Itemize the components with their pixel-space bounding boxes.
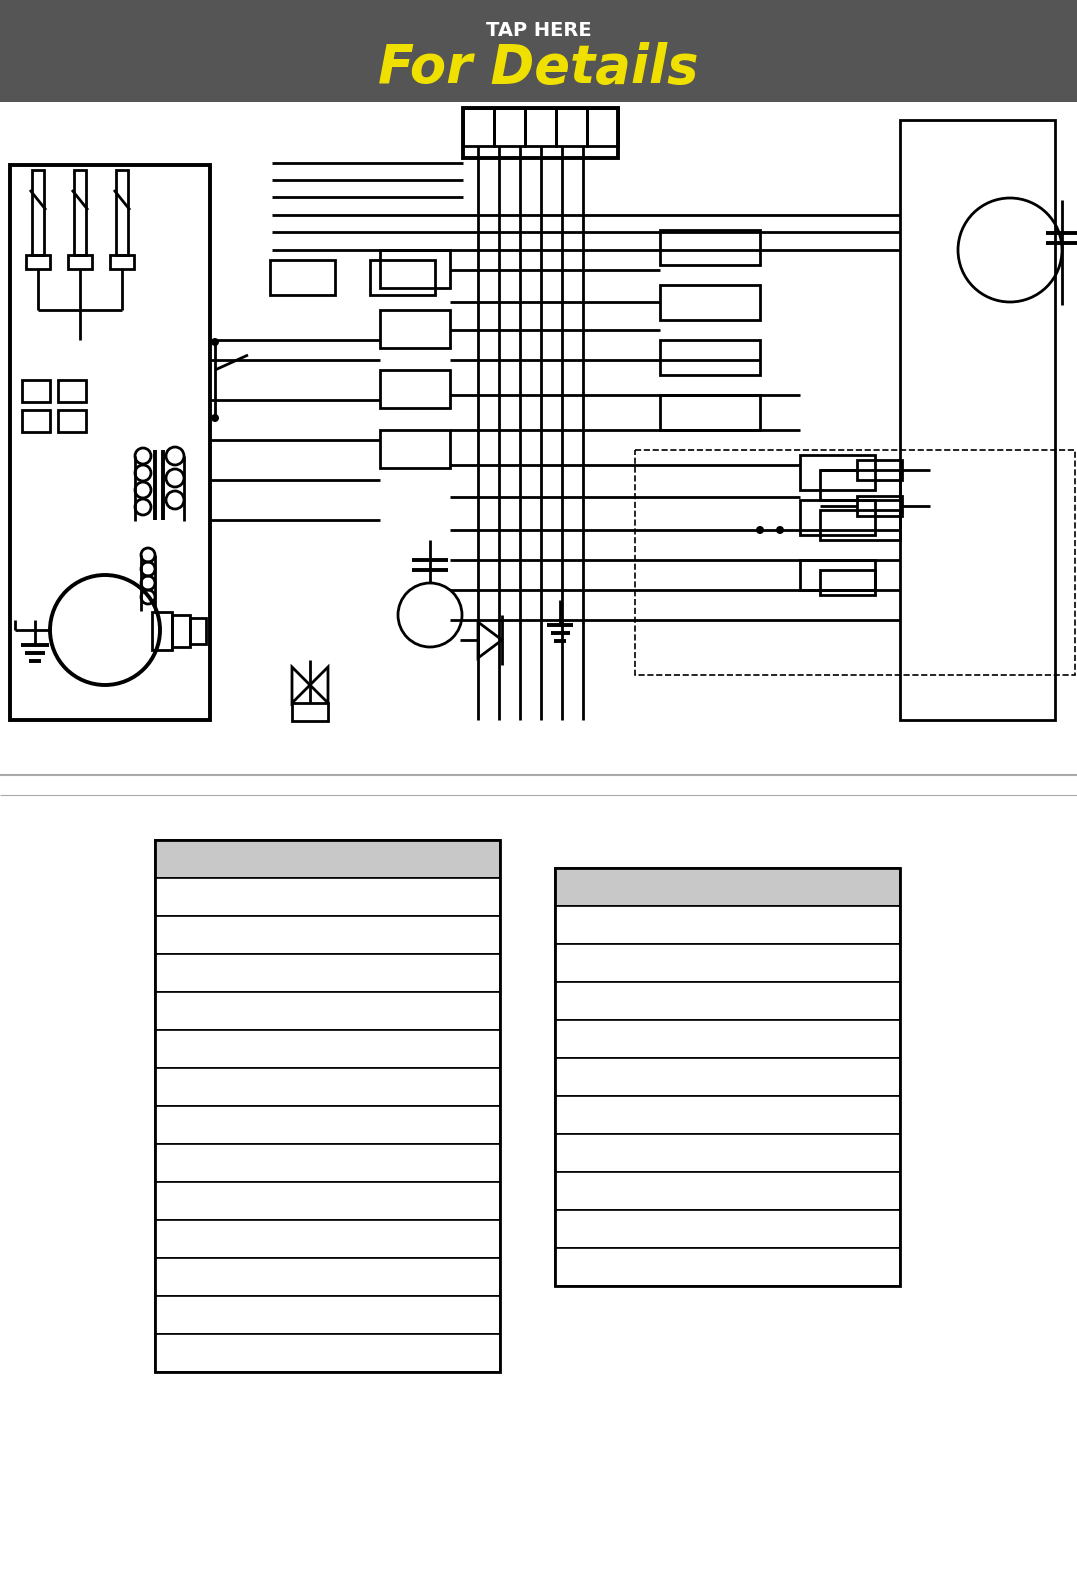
Bar: [556, 109, 587, 146]
Bar: [660, 230, 760, 264]
Bar: [463, 109, 618, 157]
Bar: [555, 1020, 900, 1058]
Bar: [10, 165, 210, 719]
Bar: [820, 471, 900, 501]
Bar: [820, 510, 900, 540]
Bar: [0, 0, 1077, 102]
Bar: [155, 1029, 500, 1069]
Bar: [26, 255, 50, 269]
Bar: [660, 340, 760, 375]
Bar: [32, 170, 44, 255]
Circle shape: [777, 526, 784, 534]
Bar: [555, 1210, 900, 1248]
Bar: [587, 109, 618, 146]
Bar: [555, 982, 900, 1020]
Bar: [155, 1295, 500, 1335]
Bar: [555, 1133, 900, 1173]
Bar: [555, 1173, 900, 1210]
Bar: [857, 460, 903, 480]
Bar: [68, 255, 92, 269]
Bar: [370, 260, 435, 294]
Bar: [660, 395, 760, 430]
Bar: [110, 255, 134, 269]
Circle shape: [211, 414, 219, 422]
Bar: [155, 992, 500, 1029]
Text: TAP HERE: TAP HERE: [486, 20, 591, 39]
Bar: [555, 867, 900, 1286]
Bar: [555, 867, 900, 907]
Bar: [380, 310, 450, 348]
Bar: [22, 409, 50, 431]
Bar: [800, 501, 875, 535]
Bar: [555, 1096, 900, 1133]
Bar: [555, 944, 900, 982]
Bar: [635, 450, 1075, 675]
Bar: [820, 570, 875, 595]
Bar: [660, 285, 760, 320]
Bar: [155, 878, 500, 916]
Bar: [270, 260, 335, 294]
Bar: [155, 1335, 500, 1373]
Bar: [155, 841, 500, 878]
Circle shape: [211, 338, 219, 346]
Bar: [555, 1248, 900, 1286]
Bar: [494, 109, 524, 146]
Bar: [524, 109, 556, 146]
Bar: [155, 1144, 500, 1182]
Bar: [172, 615, 190, 647]
Bar: [292, 704, 328, 721]
Bar: [116, 170, 128, 255]
Bar: [463, 109, 494, 146]
Bar: [152, 612, 172, 650]
Bar: [380, 370, 450, 408]
Bar: [22, 379, 50, 401]
Bar: [190, 619, 206, 644]
Bar: [555, 907, 900, 944]
Bar: [900, 120, 1055, 719]
Bar: [58, 379, 86, 401]
Circle shape: [756, 526, 764, 534]
Bar: [58, 409, 86, 431]
Bar: [155, 841, 500, 1373]
Bar: [800, 560, 875, 590]
Bar: [155, 1069, 500, 1107]
Text: For Details: For Details: [378, 42, 699, 94]
Bar: [155, 1220, 500, 1258]
Bar: [155, 954, 500, 992]
Bar: [155, 916, 500, 954]
Bar: [155, 1258, 500, 1295]
Bar: [155, 1107, 500, 1144]
Bar: [74, 170, 86, 255]
Bar: [555, 1058, 900, 1096]
Bar: [155, 1182, 500, 1220]
Bar: [380, 430, 450, 467]
Bar: [857, 496, 903, 516]
Bar: [380, 250, 450, 288]
Bar: [800, 455, 875, 490]
